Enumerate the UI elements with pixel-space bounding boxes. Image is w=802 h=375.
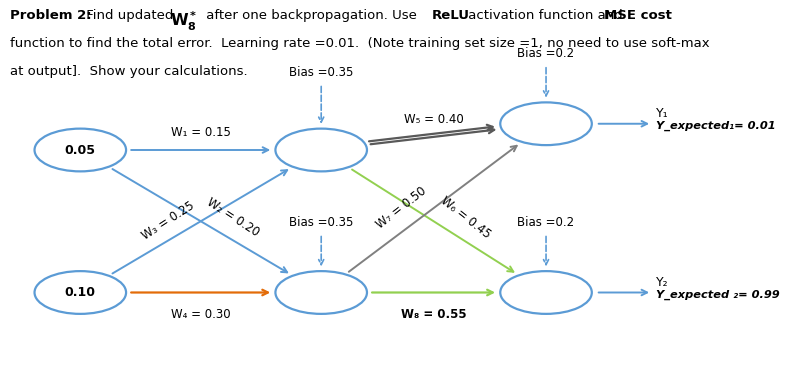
Text: activation function and: activation function and: [464, 9, 626, 22]
Text: 0.05: 0.05: [65, 144, 95, 156]
Text: Y₁: Y₁: [655, 107, 668, 120]
Text: 0.10: 0.10: [65, 286, 95, 299]
Text: W₂ = 0.20: W₂ = 0.20: [204, 196, 261, 239]
Text: Problem 2:: Problem 2:: [10, 9, 91, 22]
Text: W₇ = 0.50: W₇ = 0.50: [374, 184, 428, 232]
Text: function to find the total error.  Learning rate =0.01.  (Note training set size: function to find the total error. Learni…: [10, 38, 708, 51]
Text: Y_expected ₂= 0.99: Y_expected ₂= 0.99: [655, 289, 779, 300]
Text: W₁ = 0.15: W₁ = 0.15: [171, 126, 230, 139]
Text: W₄ = 0.30: W₄ = 0.30: [171, 308, 230, 321]
Text: Bias =0.35: Bias =0.35: [289, 66, 353, 79]
Text: Bias =0.2: Bias =0.2: [516, 216, 574, 229]
Text: W₃ = 0.25: W₃ = 0.25: [140, 200, 197, 243]
Text: $\mathbf{W_8^*}$: $\mathbf{W_8^*}$: [170, 9, 197, 33]
Text: W₈ = 0.55: W₈ = 0.55: [400, 308, 466, 321]
Text: Bias =0.2: Bias =0.2: [516, 47, 574, 60]
Text: Bias =0.35: Bias =0.35: [289, 216, 353, 229]
Text: at output].  Show your calculations.: at output]. Show your calculations.: [10, 64, 247, 78]
Text: ReLU: ReLU: [431, 9, 469, 22]
Text: W₅ = 0.40: W₅ = 0.40: [403, 112, 463, 126]
Text: W₆ = 0.45: W₆ = 0.45: [438, 194, 492, 241]
Text: Y_expected₁= 0.01: Y_expected₁= 0.01: [655, 120, 775, 131]
Text: after one backpropagation. Use: after one backpropagation. Use: [202, 9, 421, 22]
Text: Y₂: Y₂: [655, 276, 668, 288]
Text: Find updated: Find updated: [82, 9, 177, 22]
Text: MSE cost: MSE cost: [603, 9, 671, 22]
